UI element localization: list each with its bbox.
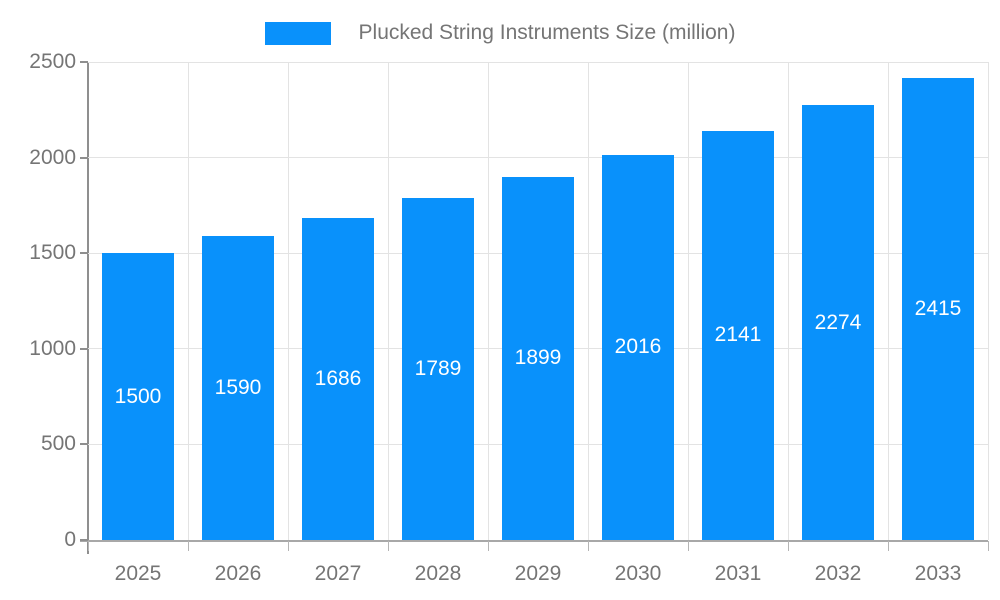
x-tick-label: 2025 <box>114 562 162 585</box>
v-gridline <box>487 62 489 540</box>
x-tick-label: 2028 <box>414 562 462 585</box>
bar-value-label: 2016 <box>614 335 662 359</box>
bar-value-label: 1686 <box>314 366 362 390</box>
plot-area: 1500 1590 1686 1789 1899 2016 2141 2274 2415 <box>88 61 989 540</box>
bar: 1899 <box>502 176 574 540</box>
legend-swatch-icon <box>264 21 331 45</box>
bar: 2415 <box>902 78 974 540</box>
bar-value-label: 1590 <box>214 376 262 399</box>
x-axis-tick <box>88 541 89 551</box>
y-tick-label: 500 <box>40 432 76 456</box>
x-axis-tick <box>688 541 689 551</box>
bar-value-label: 2141 <box>714 323 762 347</box>
y-axis-tick <box>80 156 88 159</box>
x-axis-tick <box>288 541 289 551</box>
x-axis-tick <box>988 541 989 551</box>
bar: 1686 <box>302 217 374 540</box>
v-gridline <box>287 62 289 540</box>
x-tick-label: 2029 <box>514 562 562 585</box>
y-tick-label: 1000 <box>29 336 76 360</box>
x-tick-label: 2033 <box>914 562 962 585</box>
h-gridline <box>88 61 988 63</box>
y-tick-label: 2000 <box>29 145 76 169</box>
y-axis-tick <box>80 61 88 63</box>
legend-label: Plucked String Instruments Size (million… <box>358 21 736 44</box>
y-axis-line <box>87 62 89 554</box>
y-axis-tick <box>80 539 88 541</box>
bar-value-label: 1899 <box>514 346 562 370</box>
bar-value-label: 1789 <box>414 356 462 380</box>
bar: 2016 <box>602 154 674 540</box>
x-axis-tick <box>388 541 389 551</box>
bar: 2141 <box>702 130 774 540</box>
v-gridline <box>787 62 789 540</box>
y-axis-tick <box>80 347 88 350</box>
h-gridline <box>88 157 988 159</box>
bar: 1500 <box>102 253 174 540</box>
bar-value-label: 2415 <box>914 297 962 321</box>
y-tick-label: 1500 <box>29 241 76 265</box>
x-axis-tick <box>588 541 589 551</box>
x-tick-label: 2027 <box>314 562 362 585</box>
y-tick-label: 2500 <box>29 50 76 73</box>
x-axis-tick <box>188 541 189 551</box>
x-tick-label: 2026 <box>214 562 262 585</box>
v-gridline <box>387 62 389 540</box>
v-gridline <box>987 62 989 540</box>
y-axis-tick <box>80 252 88 255</box>
v-gridline <box>187 62 189 540</box>
x-tick-label: 2032 <box>814 562 862 585</box>
legend[interactable]: Plucked String Instruments Size (million… <box>0 18 1000 48</box>
v-gridline <box>887 62 889 540</box>
bar: 2274 <box>802 105 874 540</box>
bar-value-label: 2274 <box>814 310 862 334</box>
v-gridline <box>587 62 589 540</box>
v-gridline <box>687 62 689 540</box>
y-tick-label: 0 <box>64 528 76 551</box>
x-axis-line <box>80 540 988 542</box>
bar-value-label: 1500 <box>114 384 162 408</box>
x-tick-label: 2030 <box>614 562 662 585</box>
bar: 1789 <box>402 197 474 540</box>
x-axis-tick <box>888 541 889 551</box>
x-tick-label: 2031 <box>714 562 762 585</box>
y-axis-tick <box>80 443 88 446</box>
x-axis-tick <box>488 541 489 551</box>
x-axis-tick <box>788 541 789 551</box>
bar: 1590 <box>202 236 274 540</box>
